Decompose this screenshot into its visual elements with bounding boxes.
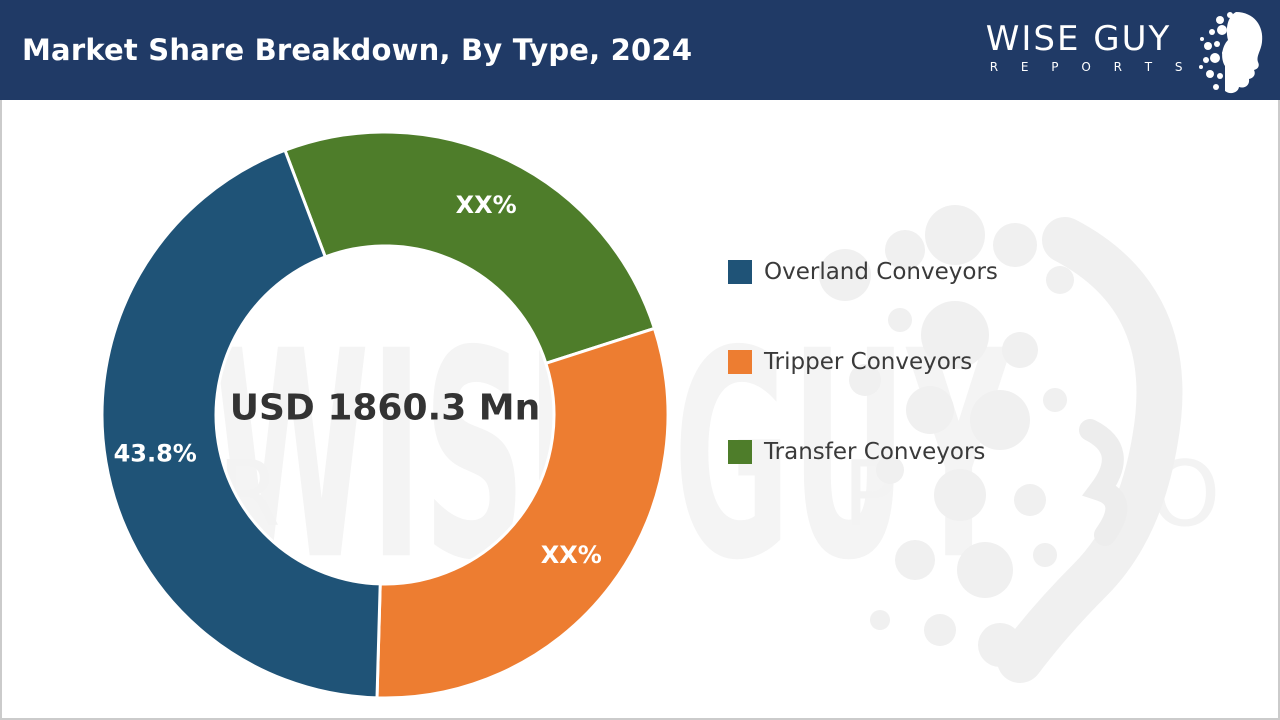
wiseguy-logo-face-icon — [1199, 12, 1263, 94]
pie-slice-1 — [375, 326, 670, 700]
wiseguy-logo: WISE GUY R E P O R T S — [986, 22, 1192, 74]
logo-wordmark: WISE GUY — [985, 19, 1172, 59]
slice-value-label: 43.8% — [114, 440, 197, 468]
slice-value-label: XX% — [456, 191, 517, 219]
header-bar: Market Share Breakdown, By Type, 2024 WI… — [0, 0, 1280, 100]
legend-label: Transfer Conveyors — [764, 439, 986, 465]
watermark-face-graphic — [819, 205, 1183, 683]
logo-subtitle: R E P O R T S — [989, 60, 1192, 74]
slice-value-label: XX% — [541, 541, 602, 569]
legend-item-transfer: Transfer Conveyors — [728, 438, 998, 466]
legend-item-overland: Overland Conveyors — [728, 258, 998, 286]
chart-center-value: USD 1860.3 Mn — [229, 387, 541, 429]
legend-label: Tripper Conveyors — [764, 349, 973, 375]
pie-slice-0 — [283, 130, 656, 365]
legend-item-tripper: Tripper Conveyors — [728, 348, 998, 376]
chart-legend: Overland Conveyors Tripper Conveyors Tra… — [728, 258, 998, 528]
legend-swatch-tripper — [728, 350, 752, 374]
legend-swatch-overland — [728, 260, 752, 284]
page-title: Market Share Breakdown, By Type, 2024 — [22, 33, 693, 67]
pie-slice-2 — [100, 148, 382, 700]
donut-chart: XX% XX% 43.8% — [100, 130, 670, 700]
legend-label: Overland Conveyors — [764, 259, 998, 285]
legend-swatch-transfer — [728, 440, 752, 464]
